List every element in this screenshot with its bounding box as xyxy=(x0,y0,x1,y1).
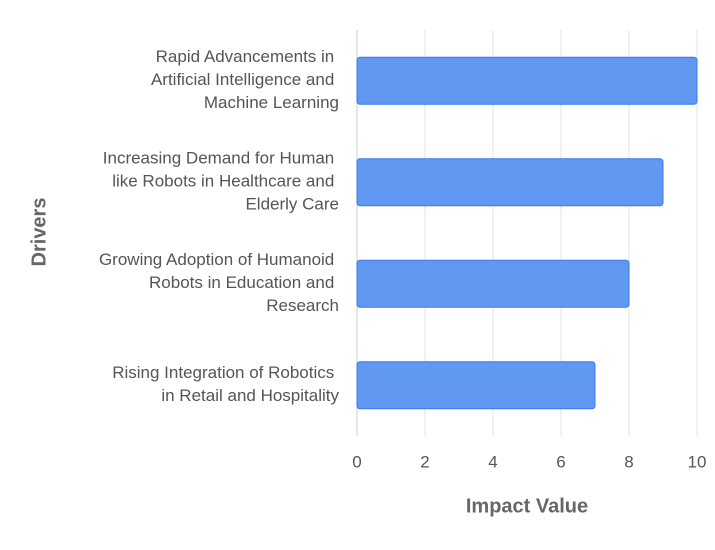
x-tick-label: 8 xyxy=(624,452,633,471)
x-axis-title: Impact Value xyxy=(466,495,588,517)
y-axis-title: Drivers xyxy=(28,198,50,267)
x-tick-label: 6 xyxy=(556,452,565,471)
x-tick-label: 4 xyxy=(488,452,497,471)
x-tick-label: 2 xyxy=(420,452,429,471)
x-tick-label: 10 xyxy=(688,452,707,471)
y-tick-label: Rising Integration of Robotics in Retail… xyxy=(112,363,339,405)
y-tick-label: Rapid Advancements in Artificial Intelli… xyxy=(151,47,339,112)
bar xyxy=(356,56,698,105)
x-tick-label: 0 xyxy=(352,452,361,471)
y-tick-label: Growing Adoption of Humanoid Robots in E… xyxy=(99,250,339,315)
bar xyxy=(356,361,596,410)
y-tick-label: Increasing Demand for Human like Robots … xyxy=(103,149,339,214)
bar xyxy=(356,158,664,207)
bar xyxy=(356,259,630,308)
